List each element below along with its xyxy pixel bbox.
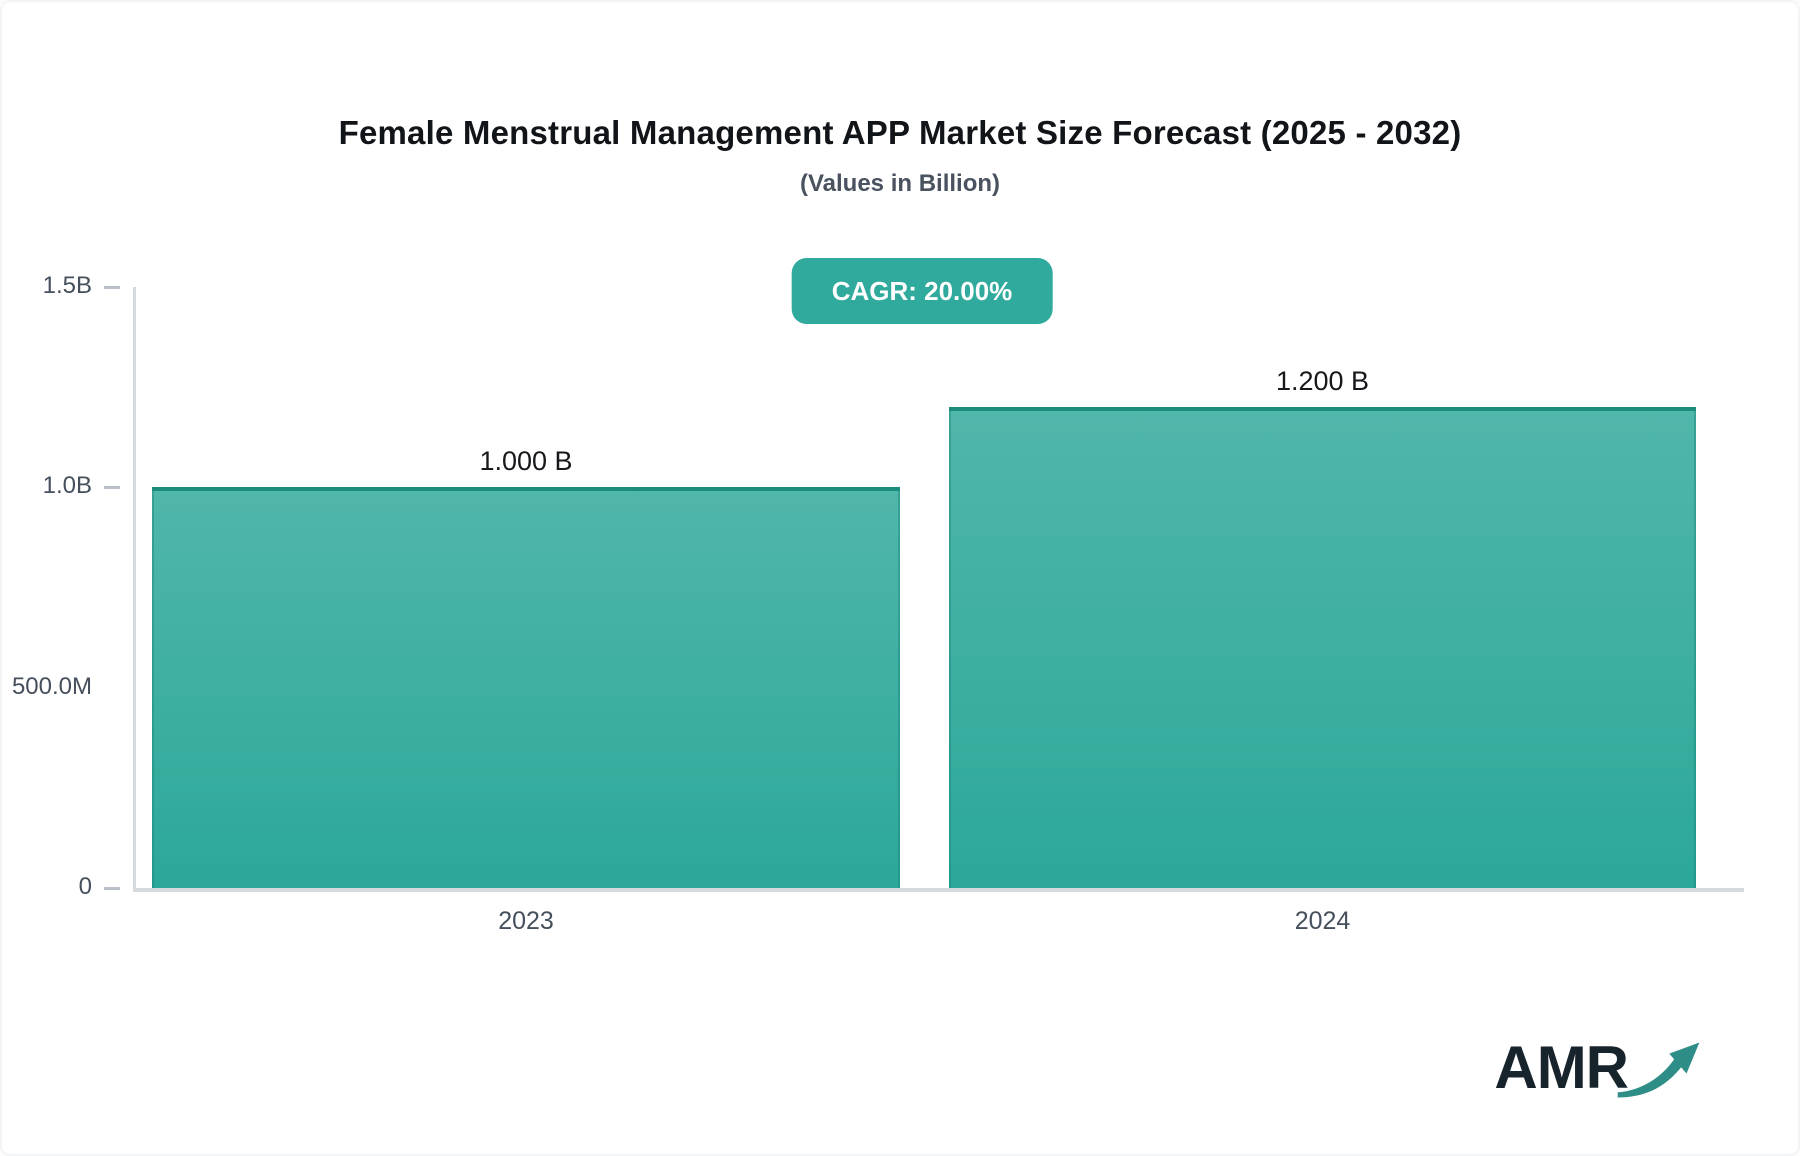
growth-arrow-icon	[1617, 1042, 1700, 1098]
y-axis-tick-mark	[104, 887, 120, 890]
y-axis-tick-label: 1.0B	[42, 472, 92, 499]
bar-group-2023: 1.000 B 2023	[152, 287, 900, 935]
y-axis-tick-mark	[104, 486, 120, 489]
chart-subtitle: (Values in Billion)	[799, 170, 1001, 197]
bar-value-label: 1.200 B	[1275, 366, 1370, 396]
bar-value-label: 1.000 B	[479, 446, 573, 476]
cagr-badge: CAGR: 20.00%	[791, 258, 1053, 324]
amr-logo: AMR	[1494, 1034, 1702, 1098]
x-axis-label-2024: 2024	[1294, 907, 1351, 935]
y-axis-line	[133, 287, 136, 892]
bar-2023	[152, 487, 900, 888]
y-axis-tick-label: 1.5B	[42, 272, 92, 299]
y-axis-tick-label: 500.0M	[11, 673, 92, 700]
bar-group-2024: 1.200 B 2024	[949, 287, 1696, 935]
chart-title: Female Menstrual Management APP Market S…	[338, 114, 1462, 151]
x-axis-line	[133, 888, 1744, 892]
amr-logo-text: AMR	[1494, 1034, 1629, 1101]
bar-2024	[949, 407, 1696, 888]
x-axis-label-2023: 2023	[498, 907, 554, 935]
y-axis-tick-label: 0	[78, 873, 92, 900]
y-axis-tick-mark	[104, 286, 120, 289]
